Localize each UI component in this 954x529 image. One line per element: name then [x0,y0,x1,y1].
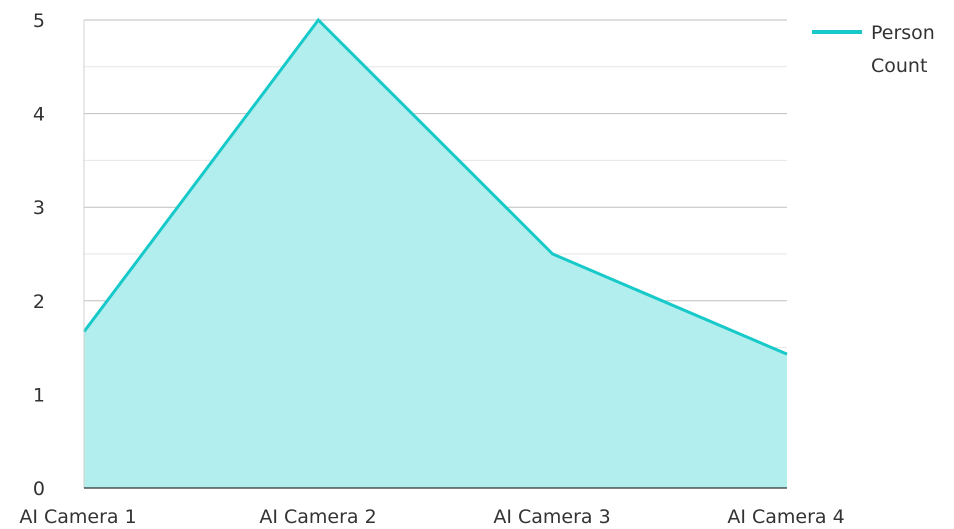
legend: Person Count [812,22,935,77]
x-tick-label: AI Camera 4 [727,506,844,528]
x-axis-ticks: AI Camera 1 AI Camera 2 AI Camera 3 AI Came… [19,506,844,528]
y-tick-label: 3 [33,197,45,219]
series-line [82,17,788,356]
x-tick-label: AI Camera 1 [19,506,136,528]
legend-label-line-2: Count [871,55,927,77]
y-tick-label: 4 [33,104,45,126]
y-tick-label: 0 [33,478,45,500]
y-axis-ticks: 0 1 2 3 4 5 [33,10,45,500]
legend-label-line-1: Person [871,22,935,44]
y-tick-label: 1 [33,384,45,406]
y-tick-label: 5 [33,10,45,32]
plot-area [82,17,788,488]
axes [83,20,787,489]
x-tick-label: AI Camera 3 [493,506,610,528]
series-area-fill [84,20,787,488]
x-tick-label: AI Camera 2 [259,506,376,528]
y-tick-label: 2 [33,291,45,313]
